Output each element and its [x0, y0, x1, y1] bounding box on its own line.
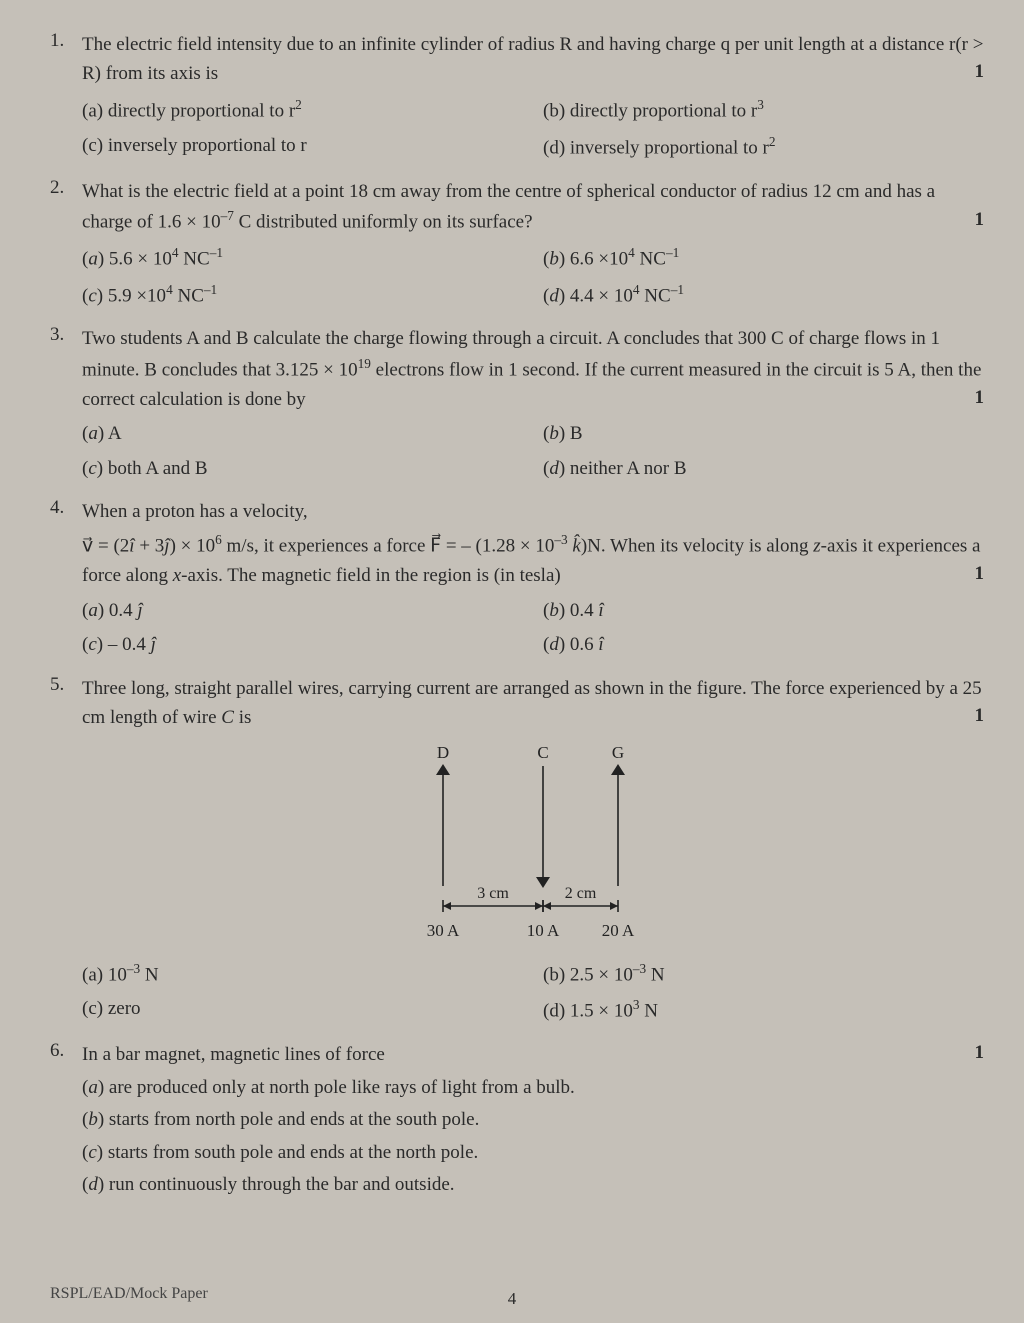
question: 4. When a proton has a velocity,v⃗ = (2î … — [50, 497, 984, 660]
svg-text:D: D — [437, 743, 449, 762]
wires-diagram: D 30 A C 10 A G 20 A 3 cm 2 cm — [403, 741, 663, 951]
question-number: 2. — [50, 177, 64, 199]
marks: 1 — [975, 383, 985, 412]
question-stem: The electric field intensity due to an i… — [82, 30, 984, 89]
option: (a) directly proportional to r2 — [82, 95, 523, 126]
marks: 1 — [975, 559, 985, 588]
page-number: 4 — [508, 1289, 517, 1309]
svg-text:10 A: 10 A — [527, 921, 560, 940]
question-number: 6. — [50, 1040, 64, 1062]
question: 3. Two students A and B calculate the cha… — [50, 324, 984, 483]
question-number: 5. — [50, 674, 64, 696]
question: 5. Three long, straight parallel wires, c… — [50, 674, 984, 1027]
option: (d) neither A nor B — [543, 455, 984, 484]
svg-text:2 cm: 2 cm — [565, 885, 597, 902]
option: (a) are produced only at north pole like… — [82, 1074, 984, 1103]
svg-text:C: C — [537, 743, 548, 762]
question: 6. In a bar magnet, magnetic lines of for… — [50, 1040, 984, 1199]
options: (a) A (b) B (c) both A and B (d) neither A … — [82, 420, 984, 483]
option: (c) starts from south pole and ends at t… — [82, 1139, 984, 1168]
option: (a) 5.6 × 104 NC–1 — [82, 243, 523, 274]
question: 1. The electric field intensity due to an… — [50, 30, 984, 163]
options: (a) are produced only at north pole like… — [82, 1074, 984, 1200]
question-number: 3. — [50, 324, 64, 346]
question-stem: When a proton has a velocity,v⃗ = (2î + … — [82, 497, 984, 591]
option: (b) 6.6 ×104 NC–1 — [543, 243, 984, 274]
marks: 1 — [975, 701, 985, 730]
option: (d) 4.4 × 104 NC–1 — [543, 280, 984, 311]
marks: 1 — [975, 1038, 985, 1067]
option: (d) 0.6 î — [543, 631, 984, 660]
svg-text:3 cm: 3 cm — [477, 885, 509, 902]
options: (a) 10–3 N (b) 2.5 × 10–3 N (c) zero (d) 1.… — [82, 959, 984, 1027]
marks: 1 — [975, 57, 985, 86]
question-number: 4. — [50, 497, 64, 519]
question-stem: Two students A and B calculate the charg… — [82, 324, 984, 414]
options: (a) 0.4 ĵ (b) 0.4 î (c) – 0.4 ĵ (d) 0.6 î — [82, 597, 984, 660]
option: (a) 10–3 N — [82, 959, 523, 990]
options: (a) directly proportional to r2 (b) direc… — [82, 95, 984, 163]
option: (c) inversely proportional to r — [82, 132, 523, 163]
marks: 1 — [975, 205, 985, 234]
option: (b) 2.5 × 10–3 N — [543, 959, 984, 990]
option: (b) B — [543, 420, 984, 449]
option: (b) 0.4 î — [543, 597, 984, 626]
option: (c) both A and B — [82, 455, 523, 484]
svg-text:G: G — [612, 743, 624, 762]
option: (c) – 0.4 ĵ — [82, 631, 523, 660]
option: (c) 5.9 ×104 NC–1 — [82, 280, 523, 311]
exam-page: 1. The electric field intensity due to an… — [50, 30, 984, 1200]
question-stem: What is the electric field at a point 18… — [82, 177, 984, 237]
svg-text:30 A: 30 A — [427, 921, 460, 940]
option: (a) A — [82, 420, 523, 449]
option: (d) run continuously through the bar and… — [82, 1171, 984, 1200]
question-stem: In a bar magnet, magnetic lines of force… — [82, 1040, 984, 1069]
option: (d) 1.5 × 103 N — [543, 995, 984, 1026]
option: (b) starts from north pole and ends at t… — [82, 1106, 984, 1135]
footer-text: RSPL/EAD/Mock Paper — [50, 1285, 208, 1303]
question-number: 1. — [50, 30, 64, 52]
option: (c) zero — [82, 995, 523, 1026]
options: (a) 5.6 × 104 NC–1 (b) 6.6 ×104 NC–1 (c) 5… — [82, 243, 984, 311]
figure: D 30 A C 10 A G 20 A 3 cm 2 cm — [82, 741, 984, 951]
question-stem: Three long, straight parallel wires, car… — [82, 674, 984, 733]
option: (d) inversely proportional to r2 — [543, 132, 984, 163]
option: (a) 0.4 ĵ — [82, 597, 523, 626]
svg-text:20 A: 20 A — [602, 921, 635, 940]
option: (b) directly proportional to r3 — [543, 95, 984, 126]
question: 2. What is the electric field at a point … — [50, 177, 984, 311]
